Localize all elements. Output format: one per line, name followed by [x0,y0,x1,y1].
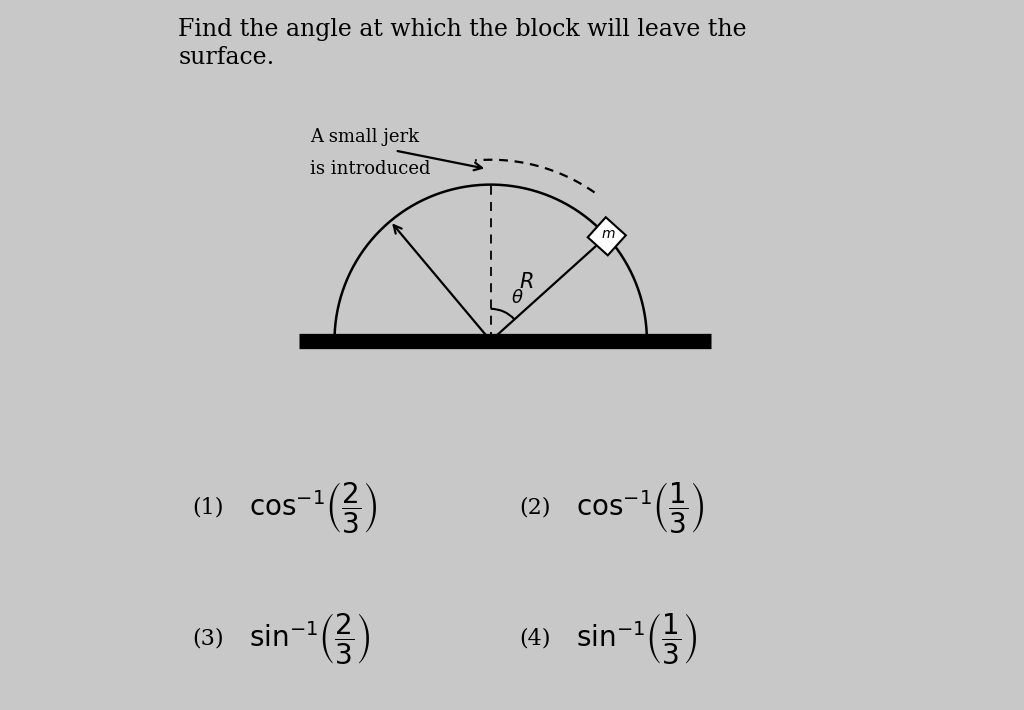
Text: $\cos^{-1}\!\left(\dfrac{2}{3}\right)$: $\cos^{-1}\!\left(\dfrac{2}{3}\right)$ [249,480,378,535]
Text: A small jerk: A small jerk [309,128,419,146]
Text: $\theta$: $\theta$ [511,289,523,307]
Text: (2): (2) [519,497,551,518]
Text: $m$: $m$ [601,227,615,241]
Text: $\sin^{-1}\!\left(\dfrac{2}{3}\right)$: $\sin^{-1}\!\left(\dfrac{2}{3}\right)$ [249,611,371,667]
Text: $\sin^{-1}\!\left(\dfrac{1}{3}\right)$: $\sin^{-1}\!\left(\dfrac{1}{3}\right)$ [575,611,697,667]
Text: (1): (1) [193,497,224,518]
Text: surface.: surface. [178,46,274,69]
Text: (3): (3) [193,628,224,650]
Text: $\cos^{-1}\!\left(\dfrac{1}{3}\right)$: $\cos^{-1}\!\left(\dfrac{1}{3}\right)$ [575,480,705,535]
Text: Find the angle at which the block will leave the: Find the angle at which the block will l… [178,18,746,40]
Text: (4): (4) [519,628,551,650]
Text: $R$: $R$ [519,272,534,292]
Polygon shape [588,217,626,256]
Text: is introduced: is introduced [309,160,430,178]
